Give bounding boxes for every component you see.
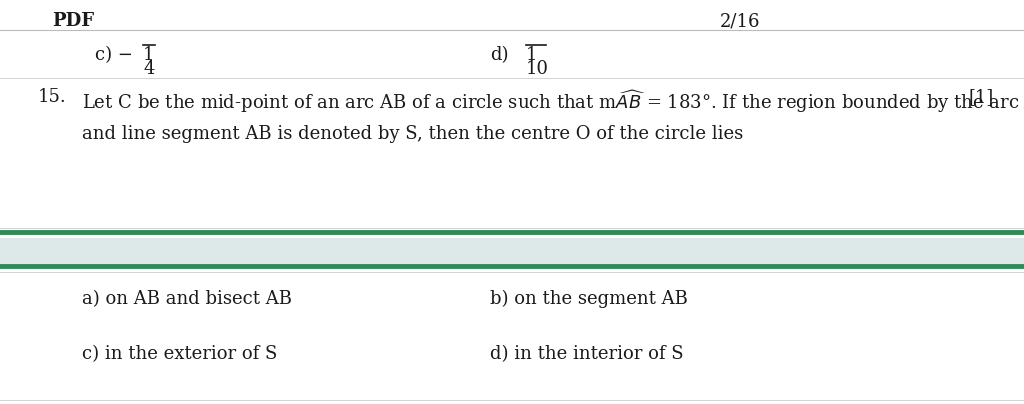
Text: 2/16: 2/16: [720, 12, 761, 30]
Text: a) on AB and bisect AB: a) on AB and bisect AB: [82, 290, 292, 308]
Bar: [0, 238, 1024, 264]
Text: [1]: [1]: [968, 88, 993, 106]
Text: 1: 1: [143, 46, 155, 64]
Text: PDF: PDF: [52, 12, 94, 30]
Text: 1: 1: [526, 46, 538, 64]
Text: and line segment AB is denoted by S, then the centre O of the circle lies: and line segment AB is denoted by S, the…: [82, 125, 743, 143]
Text: Let C be the mid-point of an arc AB of a circle such that m$\widehat{AB}$ = 183°: Let C be the mid-point of an arc AB of a…: [82, 88, 1024, 115]
Text: c) −: c) −: [95, 46, 133, 64]
Text: d): d): [490, 46, 509, 64]
Text: 4: 4: [143, 60, 155, 78]
Text: c) in the exterior of S: c) in the exterior of S: [82, 345, 278, 363]
Text: d) in the interior of S: d) in the interior of S: [490, 345, 684, 363]
Text: 15.: 15.: [38, 88, 67, 106]
Text: b) on the segment AB: b) on the segment AB: [490, 290, 688, 308]
Text: 10: 10: [526, 60, 549, 78]
